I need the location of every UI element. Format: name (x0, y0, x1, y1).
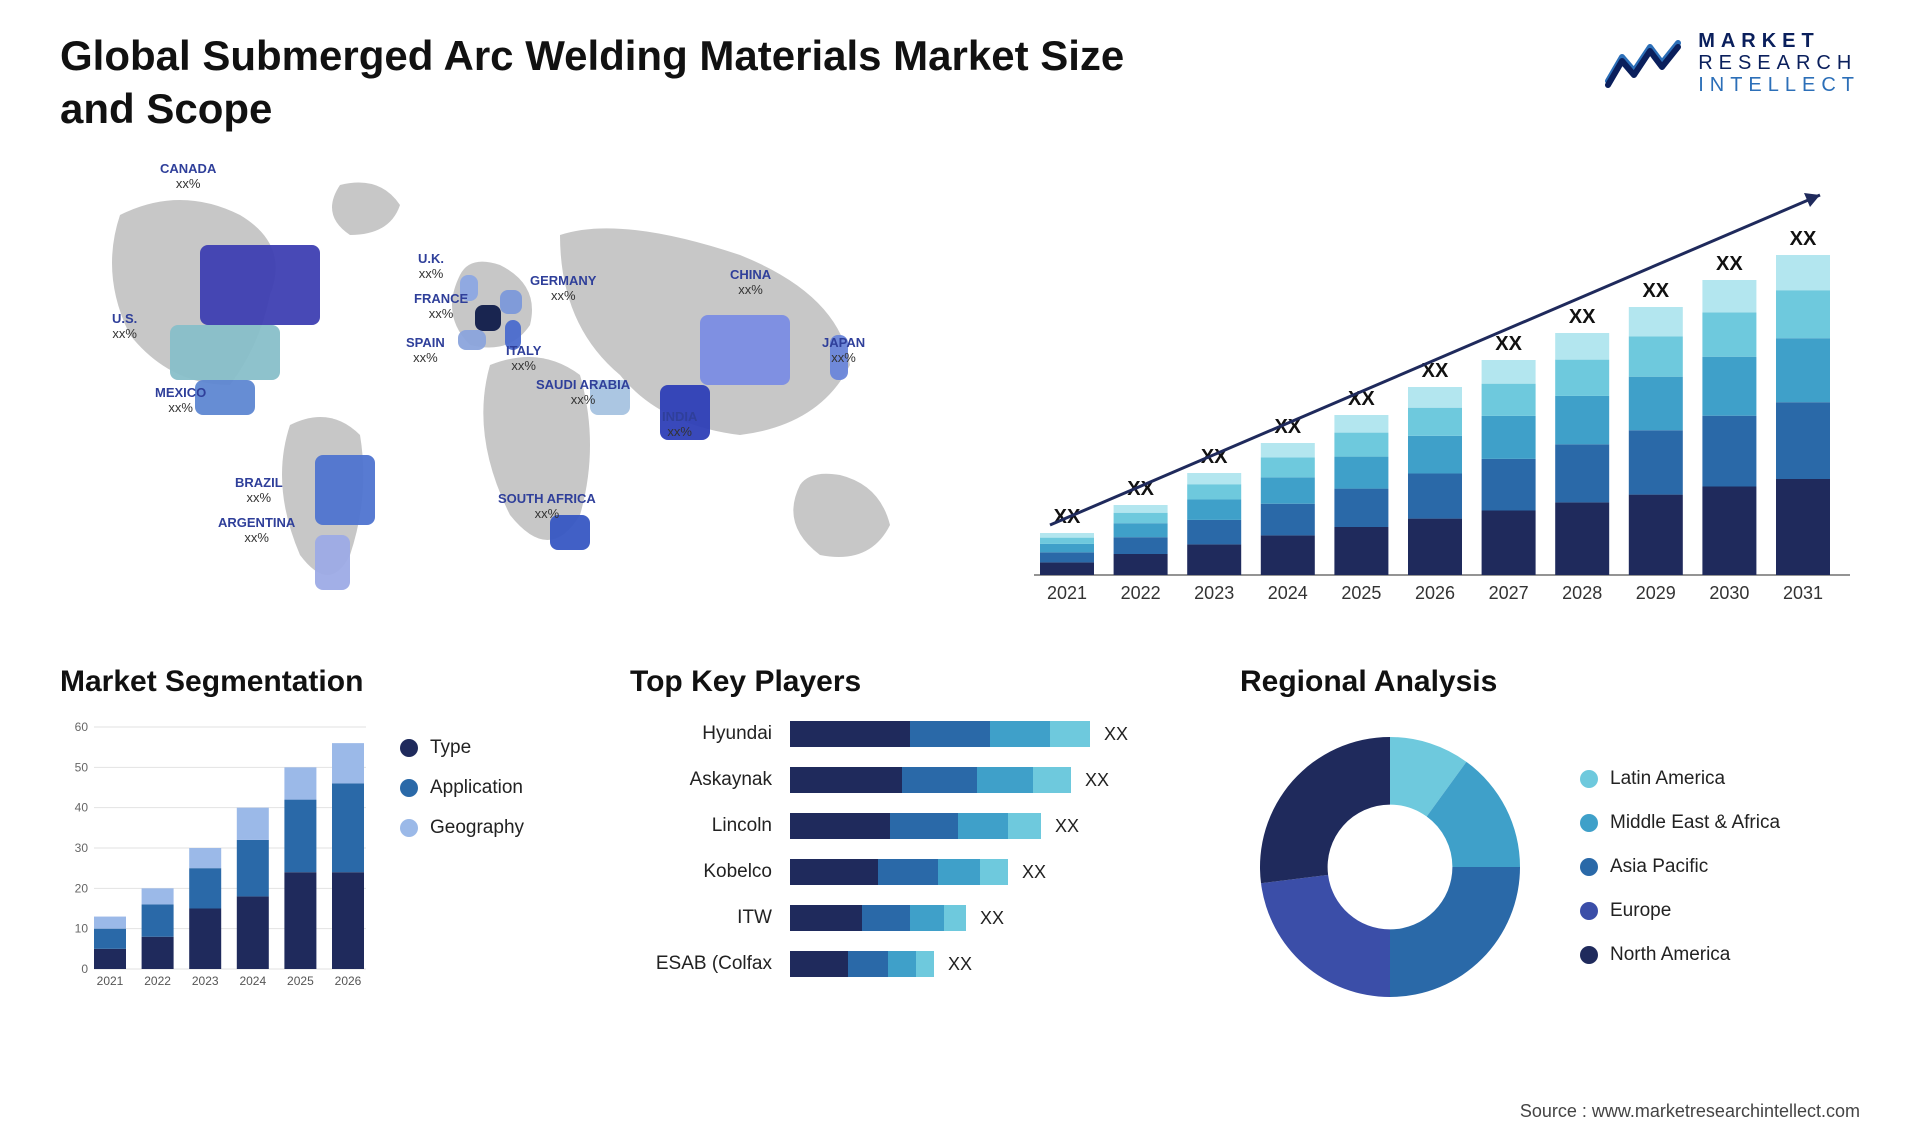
svg-text:2024: 2024 (1268, 583, 1308, 603)
map-country-label: GERMANYxx% (530, 273, 596, 303)
player-bar (790, 767, 1071, 793)
svg-text:20: 20 (75, 881, 89, 895)
logo-mark-icon (1604, 37, 1684, 89)
player-name: Askaynak (630, 769, 790, 791)
svg-text:2024: 2024 (239, 974, 266, 988)
player-value: XX (1104, 724, 1128, 745)
regional-title: Regional Analysis (1240, 665, 1860, 699)
region-legend-item: Middle East & Africa (1580, 812, 1780, 834)
segmentation-title: Market Segmentation (60, 665, 580, 699)
svg-text:XX: XX (1716, 253, 1743, 275)
svg-text:2021: 2021 (97, 974, 124, 988)
svg-text:XX: XX (1495, 333, 1522, 355)
source-attribution: Source : www.marketresearchintellect.com (1520, 1101, 1860, 1122)
svg-text:2028: 2028 (1562, 583, 1602, 603)
player-row: Askaynak XX (630, 763, 1190, 797)
player-name: ESAB (Colfax (630, 953, 790, 975)
map-country-label: BRAZILxx% (235, 475, 283, 505)
map-country-label: U.S.xx% (112, 311, 137, 341)
player-value: XX (1022, 862, 1046, 883)
page-title: Global Submerged Arc Welding Materials M… (60, 30, 1160, 135)
svg-text:60: 60 (75, 720, 89, 734)
players-list: HyundaiXXAskaynakXXLincolnXXKobelcoXXITW… (630, 717, 1190, 981)
player-row: ESAB (Colfax XX (630, 947, 1190, 981)
region-legend-item: North America (1580, 944, 1780, 966)
logo-line-3: INTELLECT (1698, 74, 1860, 96)
svg-text:30: 30 (75, 841, 89, 855)
map-country-label: SAUDI ARABIAxx% (536, 377, 630, 407)
map-country-label: INDIAxx% (662, 409, 697, 439)
svg-text:2027: 2027 (1489, 583, 1529, 603)
region-legend-item: Latin America (1580, 768, 1780, 790)
svg-text:2023: 2023 (192, 974, 219, 988)
logo-line-1: MARKET (1698, 30, 1860, 52)
map-country-label: FRANCExx% (414, 291, 468, 321)
player-value: XX (1055, 816, 1079, 837)
svg-text:10: 10 (75, 922, 89, 936)
map-country-label: SOUTH AFRICAxx% (498, 491, 596, 521)
player-row: ITW XX (630, 901, 1190, 935)
svg-text:2022: 2022 (1121, 583, 1161, 603)
regional-legend: Latin America Middle East & Africa Asia Pa… (1580, 768, 1780, 966)
map-country-label: CANADAxx% (160, 161, 216, 191)
player-row: Lincoln XX (630, 809, 1190, 843)
map-country-label: ARGENTINAxx% (218, 515, 295, 545)
brand-logo: MARKET RESEARCH INTELLECT (1604, 30, 1860, 96)
segmentation-chart: 0 10 20 30 40 50 60 2021 2022 2023 2024 2025 2026 (60, 717, 370, 997)
svg-text:XX: XX (1569, 306, 1596, 328)
segmentation-legend-item: Application (400, 777, 524, 799)
player-bar (790, 905, 966, 931)
regional-donut (1240, 717, 1540, 1017)
svg-text:XX: XX (1790, 228, 1817, 250)
player-bar (790, 813, 1041, 839)
region-legend-item: Europe (1580, 900, 1780, 922)
svg-text:40: 40 (75, 801, 89, 815)
map-country-label: U.K.xx% (418, 251, 444, 281)
svg-text:2023: 2023 (1194, 583, 1234, 603)
map-country-label: MEXICOxx% (155, 385, 206, 415)
player-name: Lincoln (630, 815, 790, 837)
players-title: Top Key Players (630, 665, 1190, 699)
map-country-label: ITALYxx% (506, 343, 541, 373)
logo-line-2: RESEARCH (1698, 52, 1860, 74)
player-bar (790, 721, 1090, 747)
regional-donut-svg (1240, 717, 1540, 1017)
svg-text:2021: 2021 (1047, 583, 1087, 603)
svg-text:2029: 2029 (1636, 583, 1676, 603)
player-value: XX (948, 954, 972, 975)
svg-text:0: 0 (81, 962, 88, 976)
player-row: Hyundai XX (630, 717, 1190, 751)
svg-text:2031: 2031 (1783, 583, 1823, 603)
player-value: XX (1085, 770, 1109, 791)
market-size-chart: XX2021XX2022XX2023XX2024XX2025XX2026XX20… (1010, 155, 1860, 615)
region-legend-item: Asia Pacific (1580, 856, 1780, 878)
svg-text:2022: 2022 (144, 974, 171, 988)
map-country-label: CHINAxx% (730, 267, 771, 297)
map-country-label: SPAINxx% (406, 335, 445, 365)
svg-text:2030: 2030 (1709, 583, 1749, 603)
svg-text:50: 50 (75, 760, 89, 774)
svg-text:2025: 2025 (1341, 583, 1381, 603)
player-name: ITW (630, 907, 790, 929)
player-name: Hyundai (630, 723, 790, 745)
player-bar (790, 951, 934, 977)
world-map: CANADAxx% U.S.xx% MEXICOxx% BRAZILxx% ARGENT… (60, 155, 970, 615)
map-country-label: JAPANxx% (822, 335, 865, 365)
player-name: Kobelco (630, 861, 790, 883)
segmentation-legend: Type Application Geography (400, 717, 524, 997)
segmentation-legend-item: Geography (400, 817, 524, 839)
svg-text:2025: 2025 (287, 974, 314, 988)
player-row: Kobelco XX (630, 855, 1190, 889)
player-value: XX (980, 908, 1004, 929)
market-size-chart-svg: XX2021XX2022XX2023XX2024XX2025XX2026XX20… (1010, 155, 1860, 615)
segmentation-legend-item: Type (400, 737, 524, 759)
svg-text:XX: XX (1642, 280, 1669, 302)
svg-text:2026: 2026 (335, 974, 362, 988)
player-bar (790, 859, 1008, 885)
svg-text:2026: 2026 (1415, 583, 1455, 603)
